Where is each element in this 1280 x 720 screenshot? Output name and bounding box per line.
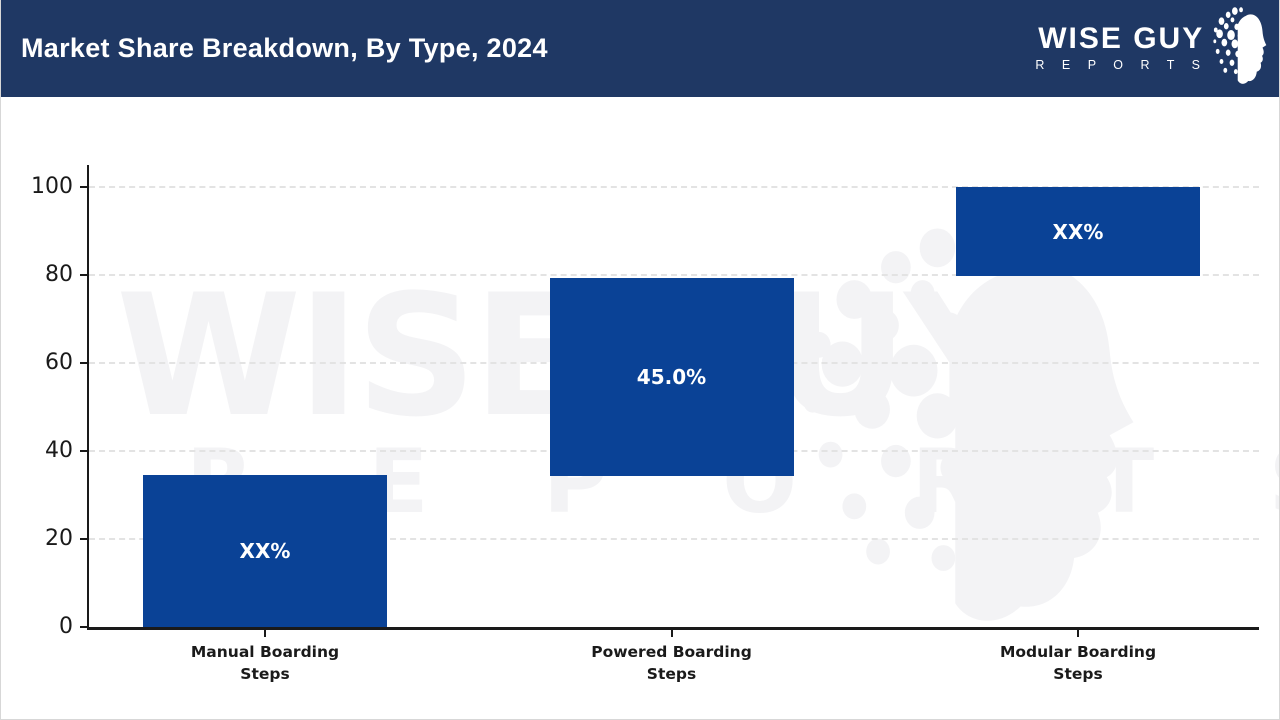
x-tickmark-3 — [1077, 630, 1079, 637]
page-title: Market Share Breakdown, By Type, 2024 — [21, 33, 548, 63]
y-tick-label-40: 40 — [45, 438, 73, 463]
gridline-20 — [89, 538, 1259, 540]
category-label-3: Modular Boarding Steps — [999, 643, 1157, 683]
bar-label-2: 45.0% — [636, 365, 707, 390]
x-axis-line — [87, 627, 1259, 630]
gridline-80 — [89, 274, 1259, 276]
bar-3 — [956, 187, 1200, 277]
watermark-face-icon — [789, 222, 1175, 642]
y-tick-label-20: 20 — [45, 526, 73, 551]
y-tickmark-40 — [80, 450, 89, 452]
category-label-1: Manual Boarding Steps — [190, 643, 340, 683]
y-tickmark-0 — [80, 626, 89, 628]
y-tick-label-0: 0 — [59, 614, 73, 639]
y-tick-label-60: 60 — [45, 350, 73, 375]
gridline-100 — [89, 186, 1259, 188]
bar-1 — [143, 475, 387, 627]
logo-wordmark: WISE GUY — [1038, 21, 1205, 55]
x-tickmark-1 — [264, 630, 266, 637]
y-tick-label-100: 100 — [31, 174, 73, 199]
y-axis-line — [87, 165, 89, 630]
logo-subtitle: R E P O R T S — [1035, 57, 1207, 72]
bar-2 — [549, 278, 794, 477]
logo-face-icon — [1211, 6, 1273, 88]
y-tickmark-20 — [80, 538, 89, 540]
x-tickmark-2 — [670, 630, 673, 637]
category-label-2: Powered Boarding Steps — [591, 643, 752, 683]
logo-text: WISE GUY R E P O R T S — [1035, 22, 1207, 73]
y-tickmark-60 — [80, 362, 89, 364]
wise-guy-logo: WISE GUY R E P O R T S — [1035, 6, 1273, 88]
y-tick-label-80: 80 — [45, 262, 73, 287]
bar-label-1: XX% — [239, 539, 291, 564]
header: Market Share Breakdown, By Type, 2024 WI… — [1, 0, 1279, 97]
y-tickmark-80 — [80, 274, 89, 276]
y-tickmark-100 — [80, 186, 89, 188]
bar-label-3: XX% — [1052, 219, 1104, 244]
